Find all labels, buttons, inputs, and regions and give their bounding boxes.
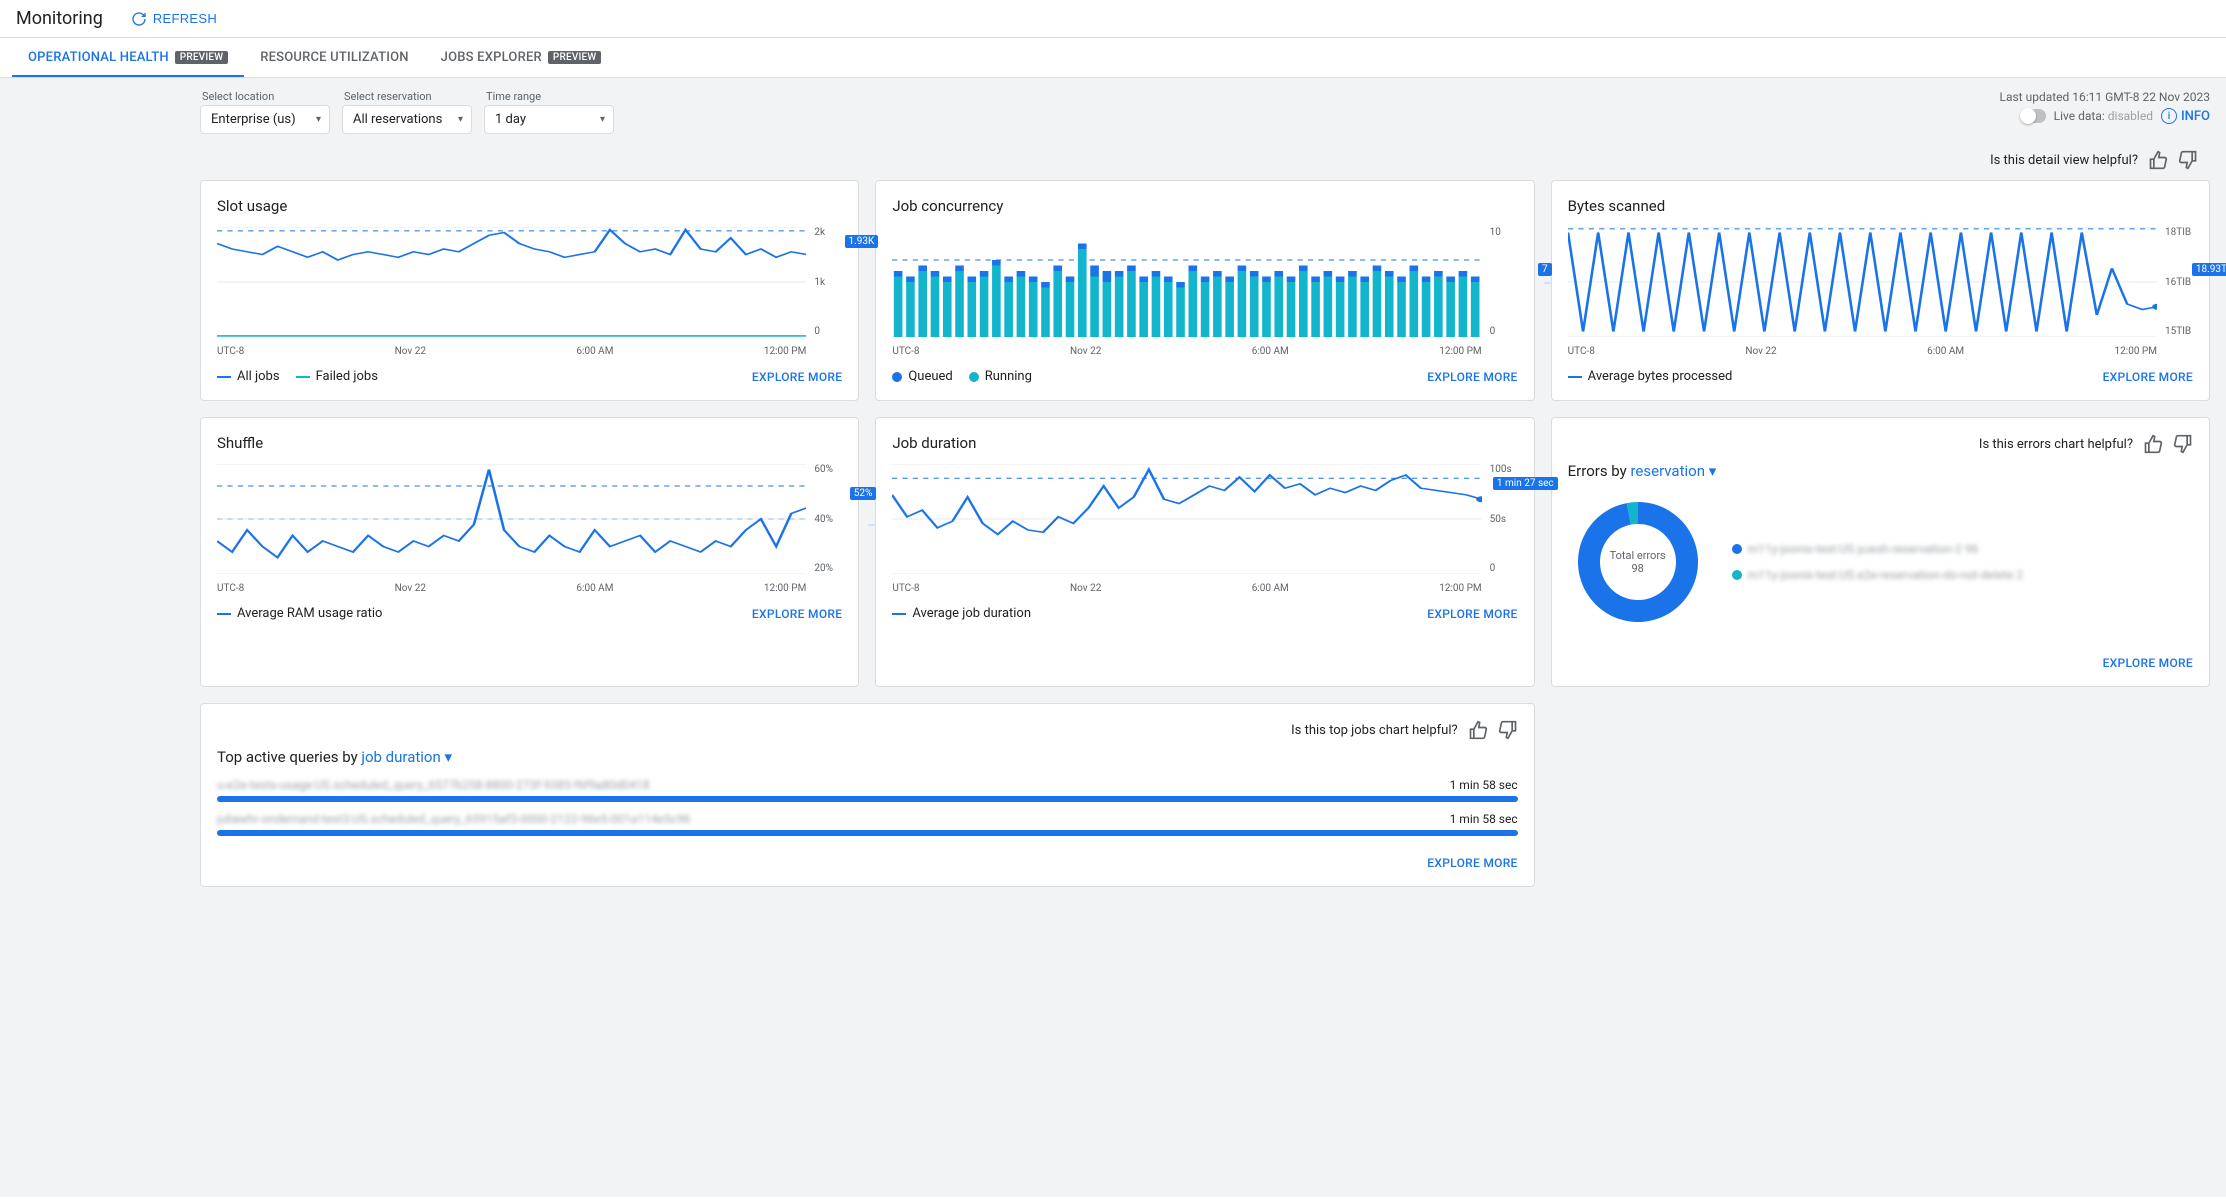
chart: 18TIB16TIB15TIBUTC-8Nov 226:00 AM12:00 P…	[1568, 227, 2193, 357]
card-title: Job duration	[892, 434, 1517, 452]
query-label: juliawhr-ondemand-test3:US.scheduled_que…	[217, 812, 691, 826]
page-title: Monitoring	[16, 8, 103, 29]
shuffle-card: Shuffle 60%40%20%UTC-8Nov 226:00 AM12:00 …	[200, 417, 859, 687]
top-queries-by-dropdown[interactable]: job duration ▾	[361, 748, 452, 766]
legend-item: All jobs	[217, 369, 280, 384]
legend-item: Running	[969, 369, 1032, 384]
live-data-toggle[interactable]	[2020, 109, 2046, 123]
value-badge: 1.93K	[845, 235, 879, 248]
value-badge-2	[868, 524, 876, 526]
job-concurrency-card: Job concurrency 100UTC-8Nov 226:00 AM12:0…	[875, 180, 1534, 401]
chart: 100UTC-8Nov 226:00 AM12:00 PM7	[892, 227, 1517, 357]
value-badge: 1 min 27 sec	[1493, 477, 1558, 490]
value-badge: 7	[1538, 263, 1552, 276]
timerange-select-label: Time range	[486, 90, 614, 103]
status-area: Last updated 16:11 GMT-8 22 Nov 2023 Liv…	[2000, 90, 2211, 124]
explore-more-link[interactable]: EXPLORE MORE	[2103, 656, 2193, 670]
query-bar	[217, 830, 1518, 836]
detail-feedback-row: Is this detail view helpful?	[200, 146, 2210, 180]
legend-item: Queued	[892, 369, 952, 384]
card-title: Errors by reservation ▾	[1568, 462, 2193, 480]
top-jobs-feedback-text: Is this top jobs chart helpful?	[1291, 723, 1458, 738]
top-queries-card: Is this top jobs chart helpful? Top activ…	[200, 703, 1535, 887]
tab-operational-health[interactable]: OPERATIONAL HEALTHPREVIEW	[12, 38, 244, 77]
filter-bar: Select location Enterprise (us) Select r…	[200, 78, 2210, 146]
info-button[interactable]: i INFO	[2161, 108, 2210, 124]
thumbs-up-icon[interactable]	[1468, 720, 1488, 740]
card-title: Slot usage	[217, 197, 842, 215]
legend-item: m11y-joonix-test:US.e2e-reservation-do-n…	[1732, 568, 2024, 582]
chart: 60%40%20%UTC-8Nov 226:00 AM12:00 PM52%	[217, 464, 842, 594]
timerange-select[interactable]: 1 day	[484, 105, 614, 134]
thumbs-down-icon[interactable]	[2178, 150, 2198, 170]
explore-more-link[interactable]: EXPLORE MORE	[2103, 370, 2193, 384]
detail-feedback-text: Is this detail view helpful?	[1990, 153, 2138, 168]
legend-item: m11y-joonix-test:US.yuesh-reservation-2 …	[1732, 542, 2024, 556]
info-icon: i	[2161, 108, 2177, 124]
card-title: Job concurrency	[892, 197, 1517, 215]
top-jobs-feedback-row: Is this top jobs chart helpful?	[217, 720, 1518, 748]
card-title: Bytes scanned	[1568, 197, 2193, 215]
thumbs-down-icon[interactable]	[2173, 434, 2193, 454]
live-data-label: Live data: disabled	[2054, 109, 2153, 123]
chart-grid: Slot usage 2k1k0UTC-8Nov 226:00 AM12:00 P…	[200, 180, 2210, 887]
reservation-select-label: Select reservation	[344, 90, 472, 103]
chart: 100s50s0UTC-8Nov 226:00 AM12:00 PM1 min …	[892, 464, 1517, 594]
refresh-label: REFRESH	[153, 11, 217, 26]
query-duration: 1 min 58 sec	[1450, 812, 1518, 826]
tab-jobs-explorer[interactable]: JOBS EXPLORERPREVIEW	[425, 38, 618, 77]
value-badge: 18.93T	[2192, 263, 2226, 276]
page-header: Monitoring REFRESH	[0, 0, 2226, 38]
thumbs-up-icon[interactable]	[2143, 434, 2163, 454]
tab-bar: OPERATIONAL HEALTHPREVIEWRESOURCE UTILIZ…	[0, 38, 2226, 78]
errors-feedback-text: Is this errors chart helpful?	[1979, 437, 2133, 452]
explore-more-link[interactable]: EXPLORE MORE	[1427, 607, 1517, 621]
explore-more-link[interactable]: EXPLORE MORE	[1427, 370, 1517, 384]
bytes-scanned-card: Bytes scanned 18TIB16TIB15TIBUTC-8Nov 226…	[1551, 180, 2210, 401]
tab-resource-utilization[interactable]: RESOURCE UTILIZATION	[244, 38, 424, 77]
reservation-select[interactable]: All reservations	[342, 105, 472, 134]
legend-item: Failed jobs	[296, 369, 378, 384]
location-select[interactable]: Enterprise (us)	[200, 105, 330, 134]
errors-card: Is this errors chart helpful? Errors by r…	[1551, 417, 2210, 687]
thumbs-down-icon[interactable]	[1498, 720, 1518, 740]
job-duration-card: Job duration 100s50s0UTC-8Nov 226:00 AM12…	[875, 417, 1534, 687]
last-updated-text: Last updated 16:11 GMT-8 22 Nov 2023	[2000, 90, 2211, 104]
legend-item: Average job duration	[892, 606, 1031, 621]
slot-usage-card: Slot usage 2k1k0UTC-8Nov 226:00 AM12:00 P…	[200, 180, 859, 401]
explore-more-link[interactable]: EXPLORE MORE	[752, 607, 842, 621]
explore-more-link[interactable]: EXPLORE MORE	[752, 370, 842, 384]
value-badge: 52%	[850, 487, 877, 500]
thumbs-up-icon[interactable]	[2148, 150, 2168, 170]
query-duration: 1 min 58 sec	[1450, 778, 1518, 792]
chart: 2k1k0UTC-8Nov 226:00 AM12:00 PM1.93K	[217, 227, 842, 357]
refresh-icon	[131, 11, 147, 27]
legend-item: Average RAM usage ratio	[217, 606, 382, 621]
refresh-button[interactable]: REFRESH	[131, 11, 217, 27]
errors-feedback-row: Is this errors chart helpful?	[1568, 434, 2193, 462]
value-badge-2	[1544, 282, 1552, 284]
preview-badge: PREVIEW	[175, 51, 228, 64]
errors-by-dropdown[interactable]: reservation ▾	[1630, 462, 1716, 480]
legend-item: Average bytes processed	[1568, 369, 1733, 384]
query-row: u-e2e-tests-usage:US.scheduled_query_657…	[217, 778, 1518, 802]
card-title: Shuffle	[217, 434, 842, 452]
preview-badge: PREVIEW	[548, 51, 601, 64]
card-title: Top active queries by job duration ▾	[217, 748, 1518, 766]
explore-more-link[interactable]: EXPLORE MORE	[1427, 856, 1517, 870]
query-label: u-e2e-tests-usage:US.scheduled_query_657…	[217, 778, 650, 792]
query-bar	[217, 796, 1518, 802]
donut-center: Total errors98	[1610, 549, 1666, 575]
location-select-label: Select location	[202, 90, 330, 103]
query-row: juliawhr-ondemand-test3:US.scheduled_que…	[217, 812, 1518, 836]
